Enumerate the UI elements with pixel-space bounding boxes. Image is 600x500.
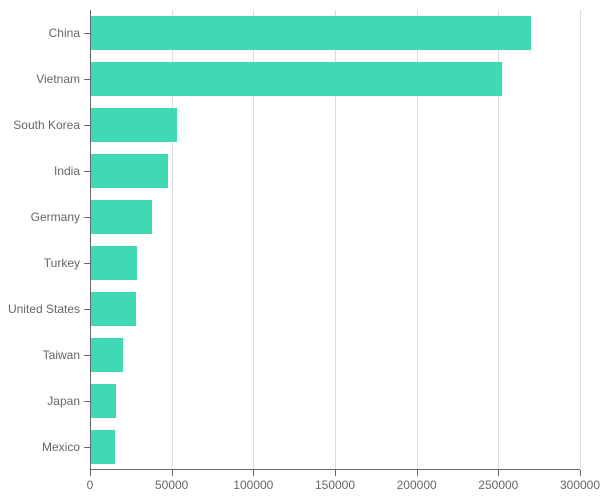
bar	[90, 154, 168, 187]
y-tick	[84, 447, 90, 448]
y-tick	[84, 309, 90, 310]
bar	[90, 16, 531, 49]
y-axis-line	[90, 10, 91, 470]
x-tick	[90, 470, 91, 476]
y-axis-label: Mexico	[0, 440, 80, 454]
y-axis-label: United States	[0, 302, 80, 316]
x-tick	[580, 470, 581, 476]
y-axis-label: Germany	[0, 210, 80, 224]
y-axis-label: Taiwan	[0, 348, 80, 362]
y-tick	[84, 125, 90, 126]
x-axis-label: 200000	[397, 478, 437, 492]
bar	[90, 384, 116, 417]
bar	[90, 292, 136, 325]
y-axis-label: India	[0, 164, 80, 178]
y-axis-label: Japan	[0, 394, 80, 408]
bar	[90, 200, 152, 233]
y-axis-label: South Korea	[0, 118, 80, 132]
x-axis-label: 250000	[478, 478, 518, 492]
y-tick	[84, 171, 90, 172]
x-axis-label: 0	[87, 478, 94, 492]
y-tick	[84, 263, 90, 264]
horizontal-bar-chart: China Vietnam South Korea India Germany Turke…	[0, 0, 600, 500]
x-tick	[498, 470, 499, 476]
bar	[90, 62, 502, 95]
grid-line	[580, 10, 581, 470]
x-axis-label: 150000	[315, 478, 355, 492]
plot-area	[90, 10, 580, 470]
bar	[90, 430, 115, 463]
bar	[90, 108, 177, 141]
y-axis-label: China	[0, 26, 80, 40]
y-axis-label: Turkey	[0, 256, 80, 270]
x-axis-label: 50000	[155, 478, 188, 492]
bar	[90, 246, 137, 279]
x-axis-label: 300000	[560, 478, 600, 492]
bar	[90, 338, 123, 371]
y-tick	[84, 355, 90, 356]
y-tick	[84, 33, 90, 34]
x-tick	[253, 470, 254, 476]
x-tick	[335, 470, 336, 476]
y-tick	[84, 79, 90, 80]
y-axis-label: Vietnam	[0, 72, 80, 86]
y-tick	[84, 401, 90, 402]
x-tick	[417, 470, 418, 476]
x-axis-label: 100000	[233, 478, 273, 492]
x-tick	[172, 470, 173, 476]
y-tick	[84, 217, 90, 218]
